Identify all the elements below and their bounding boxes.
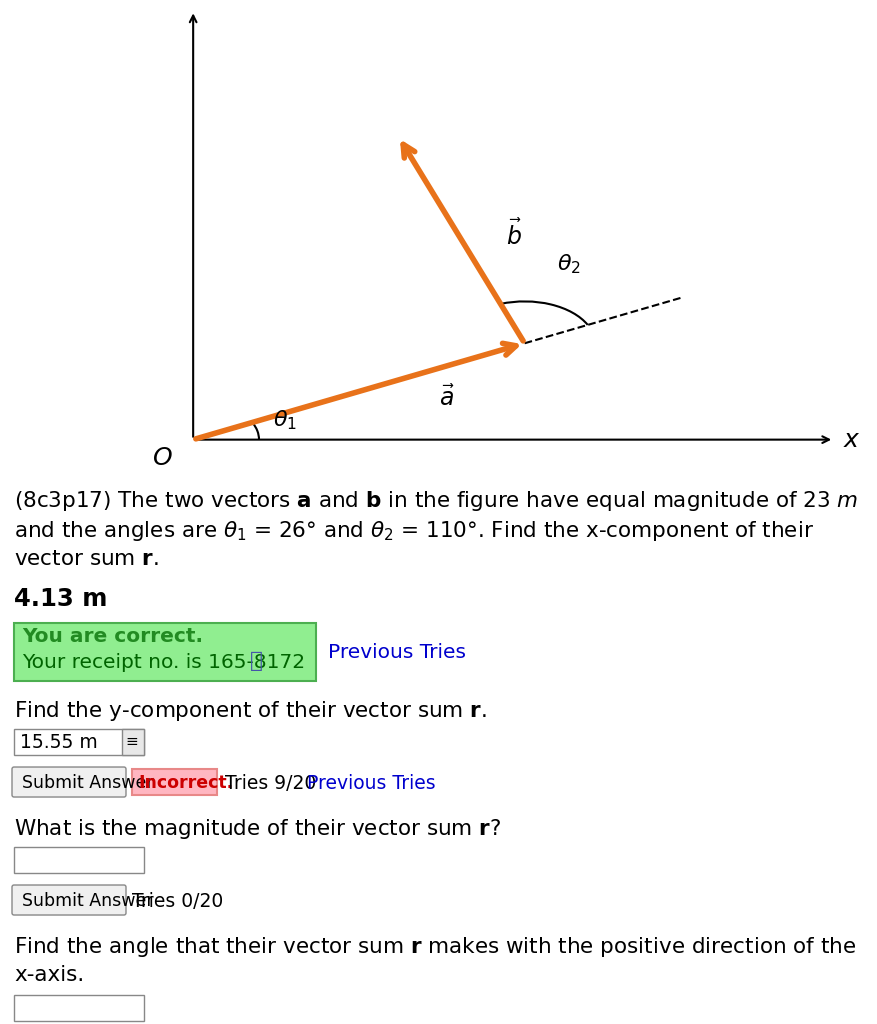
Text: vector sum $\mathbf{r}$.: vector sum $\mathbf{r}$.	[14, 549, 159, 569]
Text: x-axis.: x-axis.	[14, 965, 84, 985]
Text: $\vec{b}$: $\vec{b}$	[505, 219, 522, 250]
Text: Submit Answer: Submit Answer	[22, 892, 153, 910]
Text: 4.13 m: 4.13 m	[14, 587, 107, 611]
Text: ≡: ≡	[125, 734, 138, 749]
Text: Submit Answer: Submit Answer	[22, 774, 153, 792]
Text: $O$: $O$	[152, 446, 173, 470]
Text: You are correct.: You are correct.	[22, 627, 203, 646]
FancyBboxPatch shape	[14, 623, 316, 681]
Text: ⓘ: ⓘ	[250, 651, 262, 671]
Text: $\theta_1$: $\theta_1$	[273, 408, 297, 431]
Text: $\vec{a}$: $\vec{a}$	[438, 385, 454, 411]
Text: Previous Tries: Previous Tries	[328, 643, 466, 663]
FancyBboxPatch shape	[12, 885, 126, 915]
Text: Find the angle that their vector sum $\mathbf{r}$ makes with the positive direct: Find the angle that their vector sum $\m…	[14, 935, 855, 959]
Text: 15.55 m: 15.55 m	[20, 733, 97, 752]
Text: What is the magnitude of their vector sum $\mathbf{r}$?: What is the magnitude of their vector su…	[14, 817, 501, 841]
FancyBboxPatch shape	[14, 729, 144, 755]
FancyBboxPatch shape	[14, 995, 144, 1021]
FancyBboxPatch shape	[132, 769, 217, 795]
Text: Incorrect.: Incorrect.	[138, 774, 233, 792]
Text: Your receipt no. is 165-8172: Your receipt no. is 165-8172	[22, 653, 305, 672]
Text: $\theta_2$: $\theta_2$	[556, 253, 581, 276]
Text: and the angles are $\theta_1$ = 26° and $\theta_2$ = 110°. Find the x-component : and the angles are $\theta_1$ = 26° and …	[14, 519, 813, 543]
FancyBboxPatch shape	[14, 847, 144, 873]
Text: $x$: $x$	[842, 428, 859, 452]
FancyBboxPatch shape	[122, 729, 144, 755]
Text: Find the y-component of their vector sum $\mathbf{r}$.: Find the y-component of their vector sum…	[14, 699, 486, 723]
Text: Tries 9/20: Tries 9/20	[225, 774, 316, 793]
Text: (8c3p17) The two vectors $\mathbf{a}$ and $\mathbf{b}$ in the figure have equal : (8c3p17) The two vectors $\mathbf{a}$ an…	[14, 489, 858, 513]
Text: Tries 0/20: Tries 0/20	[132, 892, 223, 911]
FancyBboxPatch shape	[12, 767, 126, 797]
Text: Previous Tries: Previous Tries	[307, 774, 435, 793]
